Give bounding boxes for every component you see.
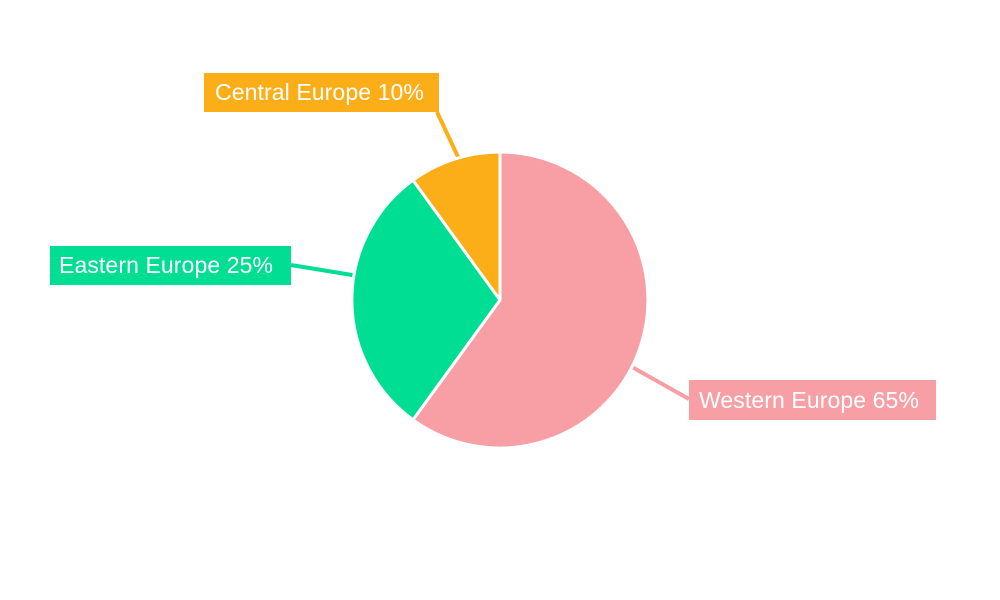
pie-label-western-europe-text: Western Europe 65% <box>699 386 919 413</box>
pie-wedges <box>350 150 650 450</box>
leader-line-central <box>435 111 461 160</box>
pie-label-central-europe: Central Europe 10% <box>204 73 439 112</box>
pie-label-central-europe-text: Central Europe 10% <box>215 79 424 105</box>
pie-slice-central-europe[interactable] <box>411 150 502 302</box>
leader-line-eastern <box>290 263 359 278</box>
pie-slice-western-europe[interactable] <box>411 150 650 450</box>
pie-label-eastern-europe-text: Eastern Europe 25% <box>59 252 274 278</box>
leader-line-western <box>631 365 690 401</box>
leader-lines <box>290 111 690 401</box>
pie-slice-eastern-europe[interactable] <box>350 178 502 422</box>
pie-label-western-europe: Western Europe 65% <box>689 380 936 420</box>
pie-label-eastern-europe: Eastern Europe 25% <box>50 246 291 285</box>
